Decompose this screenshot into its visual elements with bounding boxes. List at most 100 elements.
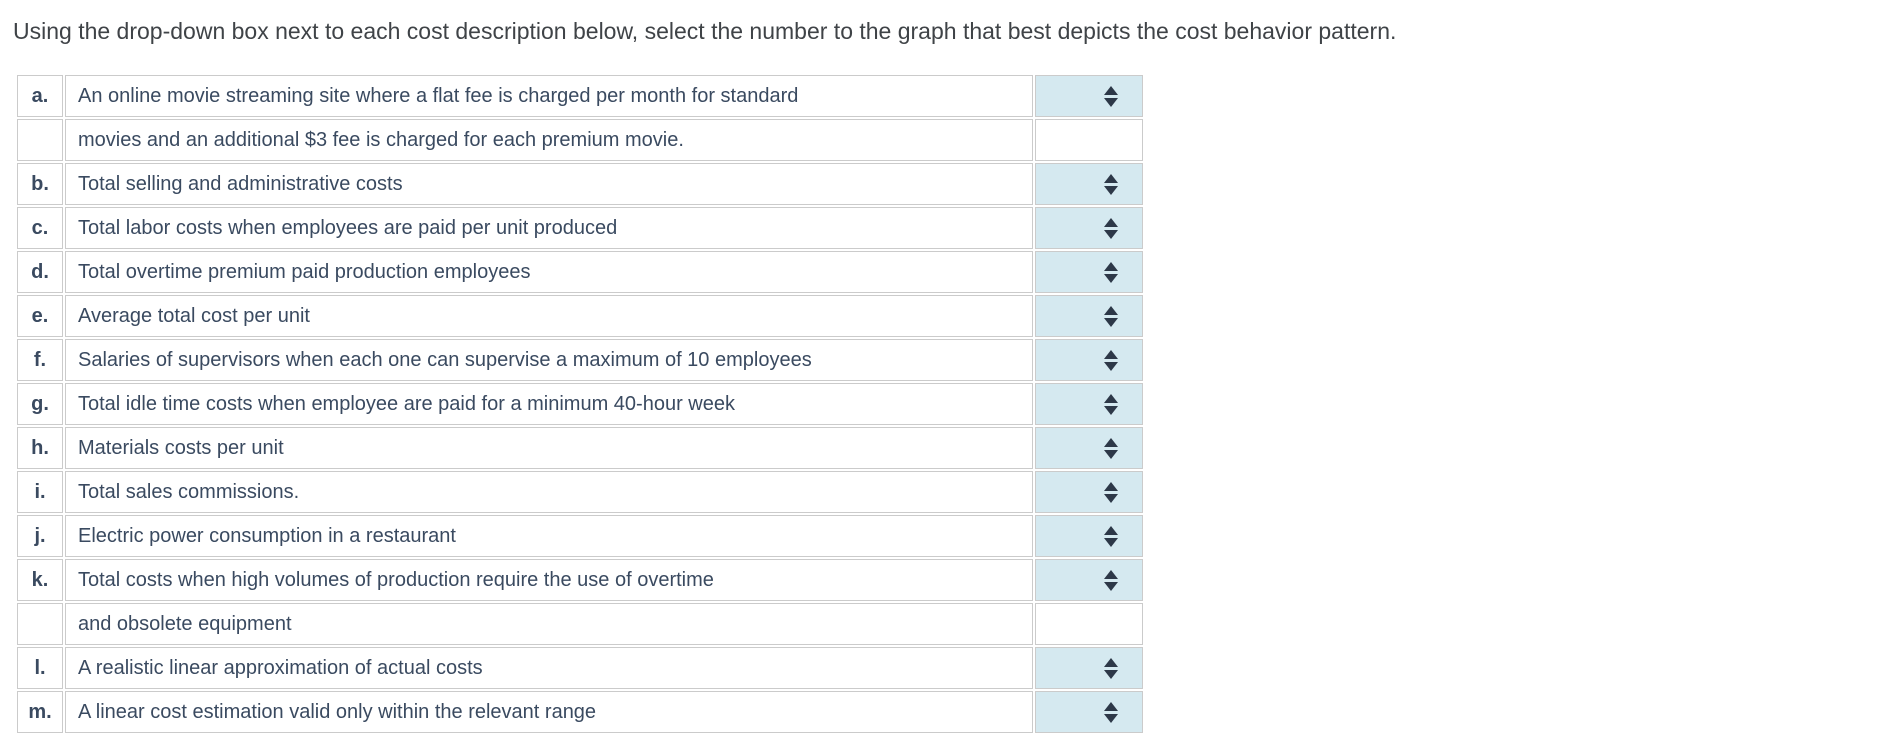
cost-dropdown[interactable] xyxy=(1035,75,1143,117)
up-down-arrows-icon xyxy=(1104,569,1118,591)
up-down-arrows-icon xyxy=(1104,349,1118,371)
table-row: i. Total sales commissions. xyxy=(17,471,1143,513)
row-letter: j. xyxy=(17,515,63,557)
table-row: j. Electric power consumption in a resta… xyxy=(17,515,1143,557)
arrow-down-icon xyxy=(1104,493,1118,503)
table-row: h. Materials costs per unit xyxy=(17,427,1143,469)
table-row: k. Total costs when high volumes of prod… xyxy=(17,559,1143,601)
arrow-down-icon xyxy=(1104,449,1118,459)
up-down-arrows-icon xyxy=(1104,701,1118,723)
arrow-down-icon xyxy=(1104,97,1118,107)
cost-description: Total sales commissions. xyxy=(65,471,1033,513)
row-letter: a. xyxy=(17,75,63,117)
arrow-down-icon xyxy=(1104,581,1118,591)
cost-dropdown[interactable] xyxy=(1035,295,1143,337)
arrow-down-icon xyxy=(1104,361,1118,371)
arrow-up-icon xyxy=(1104,349,1118,359)
cost-dropdown[interactable] xyxy=(1035,471,1143,513)
cost-description: Total overtime premium paid production e… xyxy=(65,251,1033,293)
arrow-up-icon xyxy=(1104,261,1118,271)
table-row: m. A linear cost estimation valid only w… xyxy=(17,691,1143,733)
arrow-up-icon xyxy=(1104,217,1118,227)
cost-dropdown[interactable] xyxy=(1035,427,1143,469)
row-letter: i. xyxy=(17,471,63,513)
table-row: movies and an additional $3 fee is charg… xyxy=(17,119,1143,161)
arrow-down-icon xyxy=(1104,669,1118,679)
dropdown-cell-empty xyxy=(1035,119,1143,161)
table-row: and obsolete equipment xyxy=(17,603,1143,645)
table-row: e. Average total cost per unit xyxy=(17,295,1143,337)
cost-description: Total costs when high volumes of product… xyxy=(65,559,1033,601)
cost-description: Average total cost per unit xyxy=(65,295,1033,337)
cost-dropdown[interactable] xyxy=(1035,383,1143,425)
cost-dropdown[interactable] xyxy=(1035,251,1143,293)
table-row: c. Total labor costs when employees are … xyxy=(17,207,1143,249)
cost-description: Electric power consumption in a restaura… xyxy=(65,515,1033,557)
cost-dropdown[interactable] xyxy=(1035,207,1143,249)
table-row: b. Total selling and administrative cost… xyxy=(17,163,1143,205)
arrow-down-icon xyxy=(1104,537,1118,547)
arrow-down-icon xyxy=(1104,185,1118,195)
cost-description: Salaries of supervisors when each one ca… xyxy=(65,339,1033,381)
row-letter: c. xyxy=(17,207,63,249)
row-letter: e. xyxy=(17,295,63,337)
table-row: l. A realistic linear approximation of a… xyxy=(17,647,1143,689)
table-row: d. Total overtime premium paid productio… xyxy=(17,251,1143,293)
arrow-up-icon xyxy=(1104,173,1118,183)
up-down-arrows-icon xyxy=(1104,481,1118,503)
cost-description: and obsolete equipment xyxy=(65,603,1033,645)
row-letter: m. xyxy=(17,691,63,733)
cost-behavior-table: a. An online movie streaming site where … xyxy=(15,73,1145,735)
row-letter xyxy=(17,119,63,161)
cost-description: movies and an additional $3 fee is charg… xyxy=(65,119,1033,161)
cost-description: Total idle time costs when employee are … xyxy=(65,383,1033,425)
row-letter: b. xyxy=(17,163,63,205)
up-down-arrows-icon xyxy=(1104,657,1118,679)
arrow-up-icon xyxy=(1104,569,1118,579)
cost-dropdown[interactable] xyxy=(1035,163,1143,205)
arrow-up-icon xyxy=(1104,305,1118,315)
arrow-up-icon xyxy=(1104,481,1118,491)
up-down-arrows-icon xyxy=(1104,261,1118,283)
up-down-arrows-icon xyxy=(1104,305,1118,327)
question-prompt: Using the drop-down box next to each cos… xyxy=(13,18,1397,44)
cost-dropdown[interactable] xyxy=(1035,559,1143,601)
up-down-arrows-icon xyxy=(1104,437,1118,459)
up-down-arrows-icon xyxy=(1104,217,1118,239)
table-row: g. Total idle time costs when employee a… xyxy=(17,383,1143,425)
cost-description: A realistic linear approximation of actu… xyxy=(65,647,1033,689)
row-letter: g. xyxy=(17,383,63,425)
cost-description: Total selling and administrative costs xyxy=(65,163,1033,205)
dropdown-cell-empty xyxy=(1035,603,1143,645)
cost-description: A linear cost estimation valid only with… xyxy=(65,691,1033,733)
arrow-up-icon xyxy=(1104,701,1118,711)
arrow-down-icon xyxy=(1104,317,1118,327)
row-letter: h. xyxy=(17,427,63,469)
row-letter: k. xyxy=(17,559,63,601)
arrow-down-icon xyxy=(1104,713,1118,723)
up-down-arrows-icon xyxy=(1104,173,1118,195)
up-down-arrows-icon xyxy=(1104,393,1118,415)
cost-dropdown[interactable] xyxy=(1035,515,1143,557)
table-row: f. Salaries of supervisors when each one… xyxy=(17,339,1143,381)
arrow-up-icon xyxy=(1104,437,1118,447)
cost-dropdown[interactable] xyxy=(1035,691,1143,733)
cost-table-body: a. An online movie streaming site where … xyxy=(17,75,1143,733)
cost-description: Materials costs per unit xyxy=(65,427,1033,469)
arrow-up-icon xyxy=(1104,525,1118,535)
arrow-up-icon xyxy=(1104,85,1118,95)
arrow-up-icon xyxy=(1104,393,1118,403)
row-letter: d. xyxy=(17,251,63,293)
arrow-down-icon xyxy=(1104,405,1118,415)
cost-description: An online movie streaming site where a f… xyxy=(65,75,1033,117)
up-down-arrows-icon xyxy=(1104,85,1118,107)
table-row: a. An online movie streaming site where … xyxy=(17,75,1143,117)
cost-description: Total labor costs when employees are pai… xyxy=(65,207,1033,249)
arrow-down-icon xyxy=(1104,229,1118,239)
up-down-arrows-icon xyxy=(1104,525,1118,547)
arrow-up-icon xyxy=(1104,657,1118,667)
row-letter xyxy=(17,603,63,645)
cost-dropdown[interactable] xyxy=(1035,647,1143,689)
cost-dropdown[interactable] xyxy=(1035,339,1143,381)
arrow-down-icon xyxy=(1104,273,1118,283)
